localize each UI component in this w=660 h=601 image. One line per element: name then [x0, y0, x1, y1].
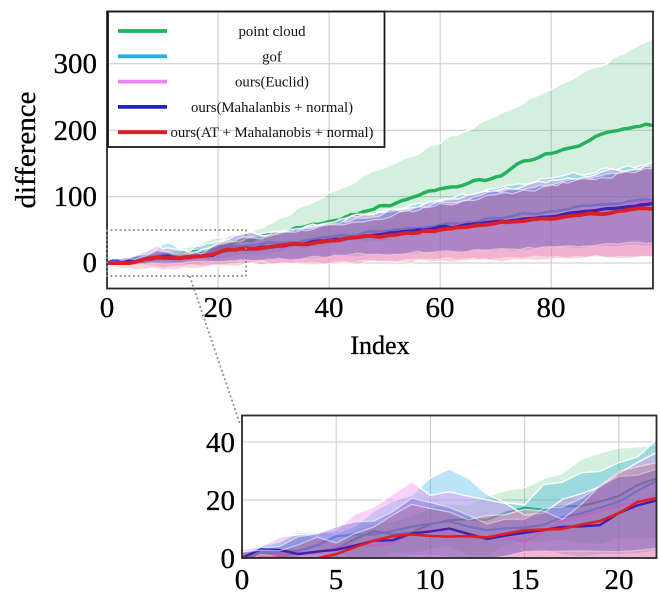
svg-text:15: 15 [511, 564, 540, 596]
svg-text:20: 20 [206, 485, 235, 517]
svg-text:80: 80 [537, 292, 566, 324]
svg-text:0: 0 [100, 292, 115, 324]
svg-text:5: 5 [329, 564, 344, 596]
svg-text:Index: Index [350, 331, 409, 360]
svg-text:ours(Mahalanbis + normal): ours(Mahalanbis + normal) [191, 100, 353, 116]
svg-text:60: 60 [426, 292, 455, 324]
svg-text:point cloud: point cloud [239, 24, 307, 40]
svg-text:100: 100 [54, 181, 98, 213]
svg-text:20: 20 [204, 292, 233, 324]
svg-text:difference: difference [10, 92, 42, 209]
svg-text:ours(AT + Mahalanobis + normal: ours(AT + Mahalanobis + normal) [171, 125, 374, 141]
svg-text:300: 300 [54, 48, 98, 80]
svg-text:gof: gof [262, 49, 282, 65]
svg-text:200: 200 [54, 115, 98, 147]
svg-text:10: 10 [416, 564, 445, 596]
svg-text:0: 0 [235, 564, 250, 596]
svg-text:20: 20 [605, 564, 634, 596]
svg-text:40: 40 [206, 427, 235, 459]
svg-text:0: 0 [221, 543, 236, 575]
svg-text:40: 40 [315, 292, 344, 324]
svg-text:ours(Euclid): ours(Euclid) [235, 75, 309, 91]
svg-text:0: 0 [83, 247, 98, 279]
